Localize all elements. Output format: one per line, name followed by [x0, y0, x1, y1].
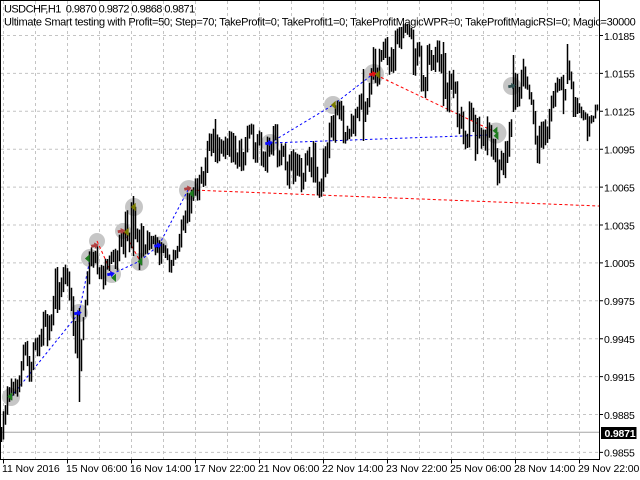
svg-text:25 Nov 06:00: 25 Nov 06:00: [450, 463, 512, 475]
svg-text:16 Nov 14:00: 16 Nov 14:00: [130, 463, 192, 475]
svg-text:1.0005: 1.0005: [604, 258, 635, 270]
svg-text:1.0095: 1.0095: [604, 145, 635, 157]
svg-text:1.0065: 1.0065: [604, 182, 635, 194]
svg-text:0.9855: 0.9855: [604, 448, 635, 460]
svg-text:21 Nov 06:00: 21 Nov 06:00: [258, 463, 320, 475]
svg-text:1.0185: 1.0185: [604, 31, 635, 43]
svg-text:1.0155: 1.0155: [604, 69, 635, 81]
svg-text:0.9945: 0.9945: [604, 334, 635, 346]
svg-text:11 Nov 2016: 11 Nov 2016: [2, 463, 60, 475]
svg-text:28 Nov 14:00: 28 Nov 14:00: [514, 463, 576, 475]
svg-text:1.0035: 1.0035: [604, 220, 635, 232]
svg-text:23 Nov 22:00: 23 Nov 22:00: [386, 463, 448, 475]
svg-text:Ultimate Smart testing with Pr: Ultimate Smart testing with Profit=50; S…: [4, 17, 636, 29]
svg-text:22 Nov 14:00: 22 Nov 14:00: [322, 463, 384, 475]
svg-text:17 Nov 22:00: 17 Nov 22:00: [194, 463, 256, 475]
svg-text:0.9975: 0.9975: [604, 296, 635, 308]
svg-text:15 Nov 06:00: 15 Nov 06:00: [66, 463, 128, 475]
svg-text:0.9915: 0.9915: [604, 372, 635, 384]
svg-text:0.9885: 0.9885: [604, 410, 635, 422]
svg-text:0.9871: 0.9871: [605, 428, 636, 440]
svg-text:USDCHF,H1 0.9870 0.9872 0.986: USDCHF,H1 0.9870 0.9872 0.9868 0.9871: [4, 4, 195, 16]
svg-text:29 Nov 22:00: 29 Nov 22:00: [578, 463, 640, 475]
svg-text:1.0125: 1.0125: [604, 107, 635, 119]
